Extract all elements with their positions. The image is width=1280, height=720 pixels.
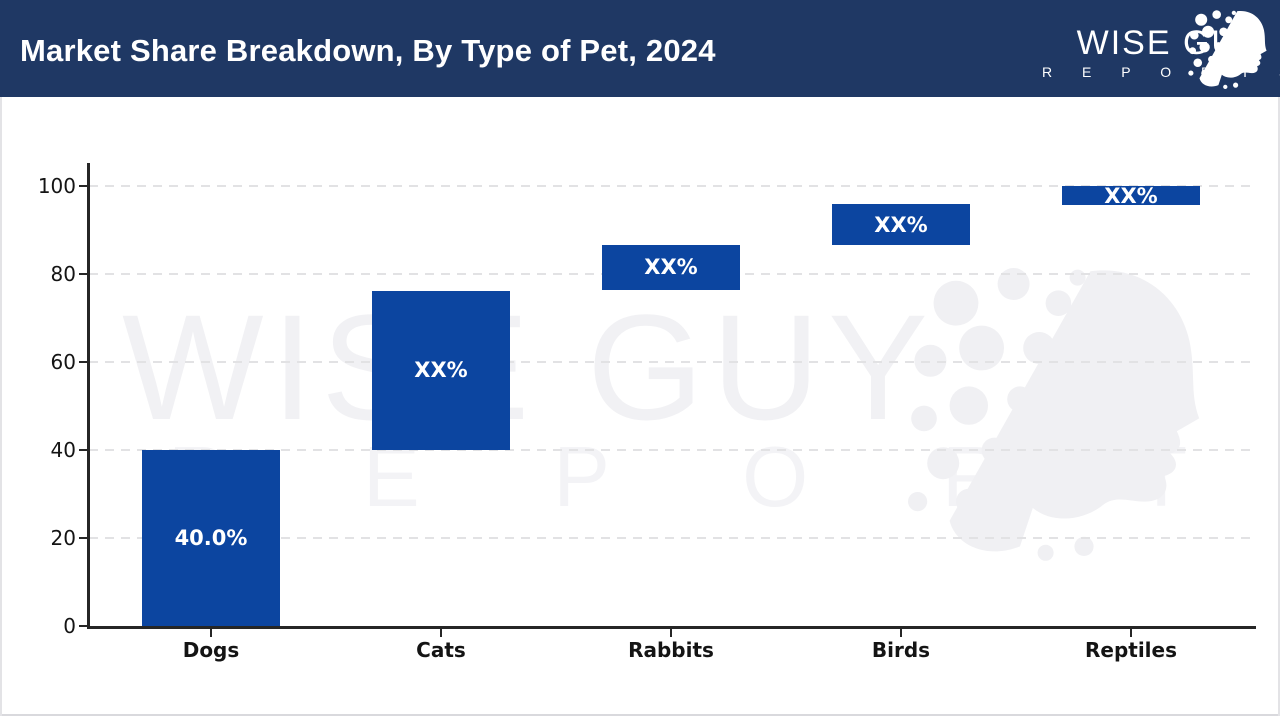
bar-value-label: XX% [874,212,928,237]
page-title: Market Share Breakdown, By Type of Pet, … [20,33,716,68]
x-tick-mark [440,628,442,637]
header: Market Share Breakdown, By Type of Pet, … [0,0,1280,97]
bar-value-label: XX% [1104,183,1158,208]
y-tick-mark [79,273,88,275]
grid-line [89,449,1253,451]
y-axis-spine [87,163,90,629]
x-category-label: Dogs [182,638,240,662]
logo-head-icon [1188,10,1267,89]
x-tick-mark [670,628,672,637]
y-tick-label: 60 [50,350,76,374]
bar-value-label: XX% [644,255,698,280]
bottom-border-line [0,714,1280,716]
bar-cats [372,290,510,450]
y-tick-label: 20 [50,526,76,550]
y-tick-mark [79,185,88,187]
x-category-label: Reptiles [1084,638,1178,662]
bar-rabbits [602,244,740,290]
right-border-line [1278,97,1280,716]
x-tick-mark [210,628,212,637]
y-tick-mark [79,625,88,627]
x-axis-spine [87,626,1256,629]
wise-guy-reports-logo: WISE GUY R E P O R T S [1020,4,1280,94]
bar-value-label: 40.0% [174,526,248,550]
y-tick-label: 80 [50,262,76,286]
x-tick-mark [900,628,902,637]
y-tick-label: 100 [37,174,76,198]
y-tick-label: 40 [50,438,76,462]
x-category-label: Birds [871,638,931,662]
x-tick-mark [1130,628,1132,637]
grid-line [89,185,1253,187]
bar-value-label: XX% [414,358,468,383]
x-category-label: Cats [416,638,466,662]
y-tick-mark [79,449,88,451]
bar-birds [832,204,970,245]
y-tick-label: 0 [63,614,76,638]
grid-line [89,537,1253,539]
y-tick-mark [79,361,88,363]
bar-dogs [142,450,280,626]
bar-reptiles [1062,186,1200,206]
left-border-line [0,97,2,716]
x-category-label: Rabbits [628,638,714,662]
grid-line [89,361,1253,363]
y-tick-mark [79,537,88,539]
